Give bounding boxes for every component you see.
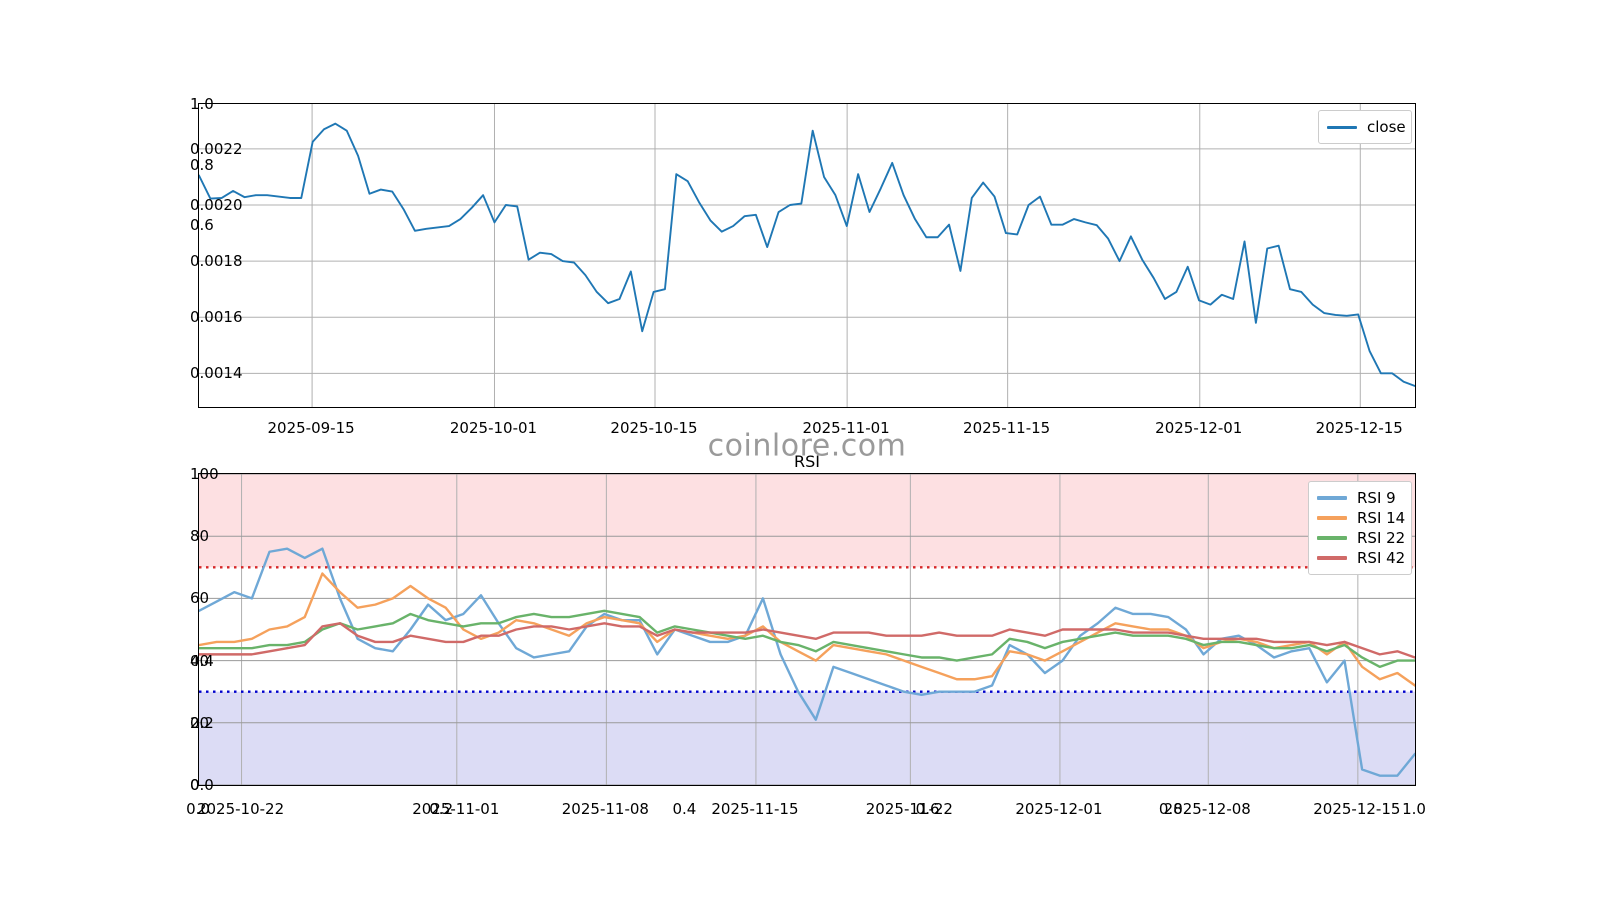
rsi-chart-axes xyxy=(198,473,1416,786)
rsi-x-tick-secondary-3: 0.6 xyxy=(915,800,940,818)
rsi-x-tick-secondary-4: 0.8 xyxy=(1158,800,1183,818)
price-x-tick-3: 2025-11-01 xyxy=(802,419,890,437)
rsi-x-tick-secondary-0: 0.0 xyxy=(186,800,210,818)
legend-item-close[interactable]: close xyxy=(1327,117,1406,137)
legend-item-rsi-22[interactable]: RSI 22 xyxy=(1317,528,1405,548)
legend-item-rsi-9[interactable]: RSI 9 xyxy=(1317,488,1401,508)
rsi-line-plot xyxy=(199,474,1415,785)
rsi-x-tick-secondary-5: 1.0 xyxy=(1402,800,1426,818)
price-x-tick-1: 2025-10-01 xyxy=(449,419,538,437)
rsi-x-tick-2: 2025-11-08 xyxy=(561,800,649,818)
legend-swatch-icon xyxy=(1317,556,1347,560)
legend-swatch-icon xyxy=(1327,125,1357,129)
rsi-x-tick-0: 2025-10-22 xyxy=(196,800,285,818)
rsi-x-tick-secondary-1: 0.2 xyxy=(429,800,454,818)
legend-swatch-icon xyxy=(1317,536,1347,540)
price-line-plot xyxy=(199,104,1415,407)
rsi-x-tick-1: 2025-11-01 xyxy=(412,800,500,818)
price-x-tick-5: 2025-12-01 xyxy=(1155,419,1243,437)
rsi-chart-title: RSI xyxy=(794,452,820,471)
legend-swatch-icon xyxy=(1317,516,1347,520)
legend-label: RSI 22 xyxy=(1357,529,1406,547)
legend-label: RSI 9 xyxy=(1357,489,1396,507)
price-x-tick-0: 2025-09-15 xyxy=(267,419,355,437)
legend-swatch-icon xyxy=(1317,496,1347,500)
legend-item-rsi-14[interactable]: RSI 14 xyxy=(1317,508,1405,528)
coinlore-watermark: coinlore.com xyxy=(707,428,907,464)
price-chart-axes xyxy=(198,103,1416,408)
rsi-x-tick-5: 2025-12-01 xyxy=(1015,800,1103,818)
rsi-x-tick-3: 2025-11-15 xyxy=(711,800,799,818)
rsi-chart-legend[interactable]: RSI 9 RSI 14 RSI 22 RSI 42 xyxy=(1308,481,1412,575)
rsi-x-tick-6: 2025-12-08 xyxy=(1163,800,1251,818)
legend-label: RSI 42 xyxy=(1357,549,1406,567)
rsi-x-tick-4: 2025-11-22 xyxy=(865,800,953,818)
price-chart-legend[interactable]: close xyxy=(1318,110,1412,144)
rsi-x-tick-secondary-2: 0.4 xyxy=(672,800,697,818)
price-x-tick-4: 2025-11-15 xyxy=(963,419,1051,437)
legend-label: RSI 14 xyxy=(1357,509,1406,527)
price-x-tick-6: 2025-12-15 xyxy=(1315,419,1403,437)
legend-label: close xyxy=(1367,118,1406,136)
price-x-tick-2: 2025-10-15 xyxy=(610,419,698,437)
legend-item-rsi-42[interactable]: RSI 42 xyxy=(1317,548,1405,568)
rsi-x-tick-7: 2025-12-15 xyxy=(1313,800,1401,818)
